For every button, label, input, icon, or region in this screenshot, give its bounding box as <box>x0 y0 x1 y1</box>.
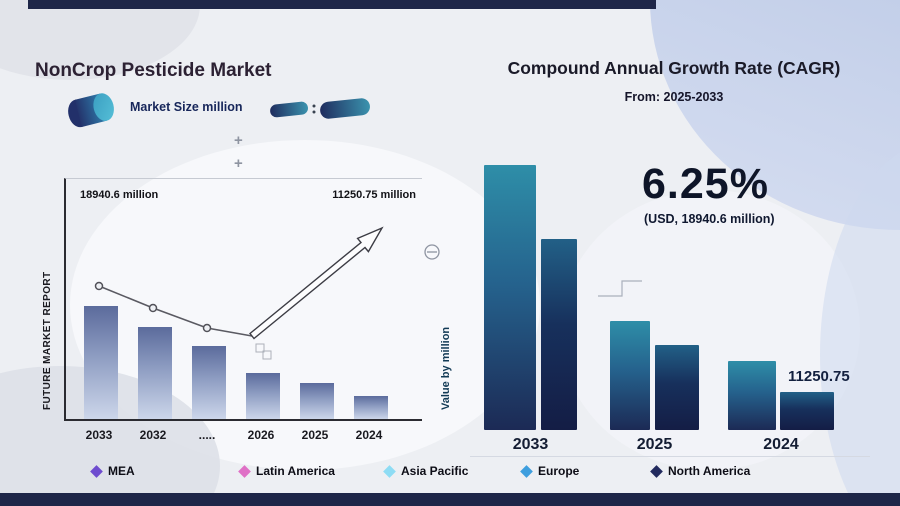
cagr-bar-group-2033 <box>484 165 577 430</box>
cagr-bar <box>655 345 699 430</box>
cagr-value: 6.25% <box>642 160 769 208</box>
legend-item-mea: MEA <box>90 464 135 478</box>
bottom-border-accent <box>0 493 900 506</box>
market-size-legend-label: Market Size million <box>130 100 243 114</box>
left-chart-title: NonCrop Pesticide Market <box>35 60 272 81</box>
market-size-chart: 18940.6 million 11250.75 million <box>64 178 422 421</box>
cagr-bar-group-2025 <box>610 321 699 430</box>
legend-diamond-icon <box>238 464 251 478</box>
legend-label: Asia Pacific <box>401 464 469 478</box>
left-x-label: ..... <box>198 428 216 442</box>
cagr-bar-group-2024 <box>728 361 834 430</box>
right-x-label: 2025 <box>636 436 673 453</box>
market-size-bar-2033 <box>84 306 118 419</box>
top-border-accent <box>28 0 656 9</box>
plus-decoration: + <box>234 132 243 149</box>
y-axis-label: Value by million <box>440 326 452 410</box>
watermark-label: FUTURE MARKET REPORT <box>42 271 53 410</box>
market-size-bar-2032 <box>138 327 172 419</box>
pill-decoration <box>270 98 370 119</box>
max-value-label: 18940.6 million <box>80 189 159 201</box>
cagr-bar <box>484 165 536 430</box>
cylinder-icon <box>68 93 114 128</box>
legend-label: MEA <box>108 464 135 478</box>
legend-item-latin-america: Latin America <box>238 464 335 478</box>
market-size-bar-2025 <box>300 383 334 419</box>
legend-diamond-icon <box>383 464 396 478</box>
left-x-label: 2026 <box>247 428 275 442</box>
plus-decoration: + <box>234 155 243 172</box>
cagr-bar <box>541 239 577 430</box>
value-annotation: 11250.75 <box>788 368 850 385</box>
cagr-bar <box>780 392 834 430</box>
right-x-label: 2033 <box>512 436 549 453</box>
market-size-bar-2026 <box>246 373 280 419</box>
right-chart-title: Compound Annual Growth Rate (CAGR) <box>507 58 841 78</box>
left-x-label: 2024 <box>355 428 383 442</box>
cagr-chart: 2033 2025 2024 <box>472 160 864 453</box>
market-size-bar-..... <box>192 346 226 419</box>
cagr-note: (USD, 18940.6 million) <box>644 212 775 226</box>
right-chart-subtitle: From: 2025-2033 <box>624 90 724 104</box>
region-legend: MEA Latin America Asia Pacific Europe North … <box>0 464 900 488</box>
legend-item-north-america: North America <box>650 464 751 478</box>
divider-line <box>470 456 870 457</box>
market-size-bar-2024 <box>354 396 388 419</box>
cagr-bar <box>728 361 776 430</box>
legend-diamond-icon <box>90 464 103 478</box>
legend-diamond-icon <box>650 464 663 478</box>
legend-label: North America <box>668 464 751 478</box>
right-x-label: 2024 <box>763 436 799 453</box>
legend-label: Europe <box>538 464 580 478</box>
legend-diamond-icon <box>520 464 533 478</box>
legend-label: Latin America <box>256 464 335 478</box>
left-x-label: 2033 <box>85 428 113 442</box>
market-size-bars <box>66 306 422 419</box>
left-x-label: 2032 <box>139 428 167 442</box>
min-value-label: 11250.75 million <box>332 189 416 201</box>
legend-item-asia-pacific: Asia Pacific <box>383 464 469 478</box>
left-x-label: 2025 <box>301 428 329 442</box>
left-x-axis-labels: 2033 2032..... 2026 2025 2024 <box>64 428 422 442</box>
legend-item-europe: Europe <box>520 464 580 478</box>
cagr-bar <box>610 321 650 430</box>
